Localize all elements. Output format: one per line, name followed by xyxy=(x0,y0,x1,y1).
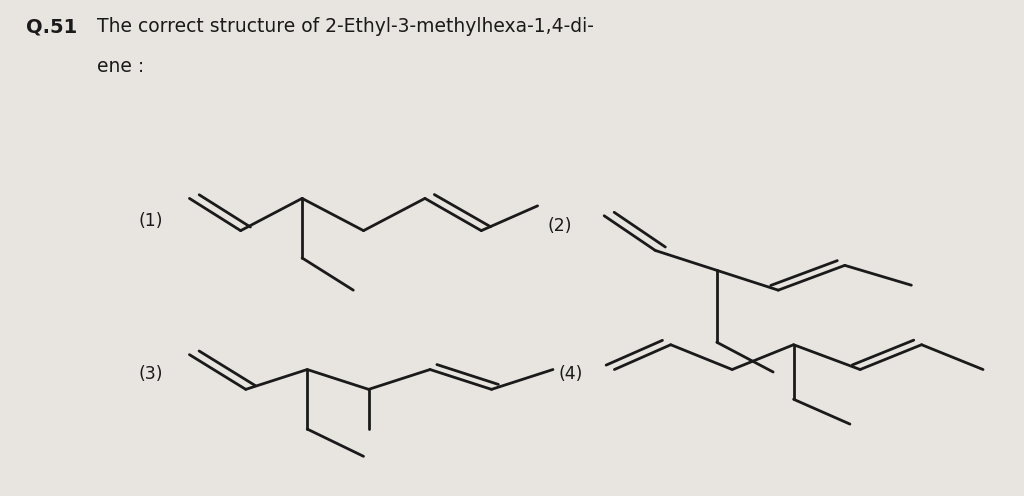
Text: (4): (4) xyxy=(558,366,583,383)
Text: The correct structure of 2-Ethyl-3-methylhexa-1,4-di-: The correct structure of 2-Ethyl-3-methy… xyxy=(97,17,594,36)
Text: Q.51: Q.51 xyxy=(26,17,77,36)
Text: (2): (2) xyxy=(548,217,572,235)
Text: (1): (1) xyxy=(138,212,163,230)
Text: ene :: ene : xyxy=(97,57,144,76)
Text: (3): (3) xyxy=(138,366,163,383)
